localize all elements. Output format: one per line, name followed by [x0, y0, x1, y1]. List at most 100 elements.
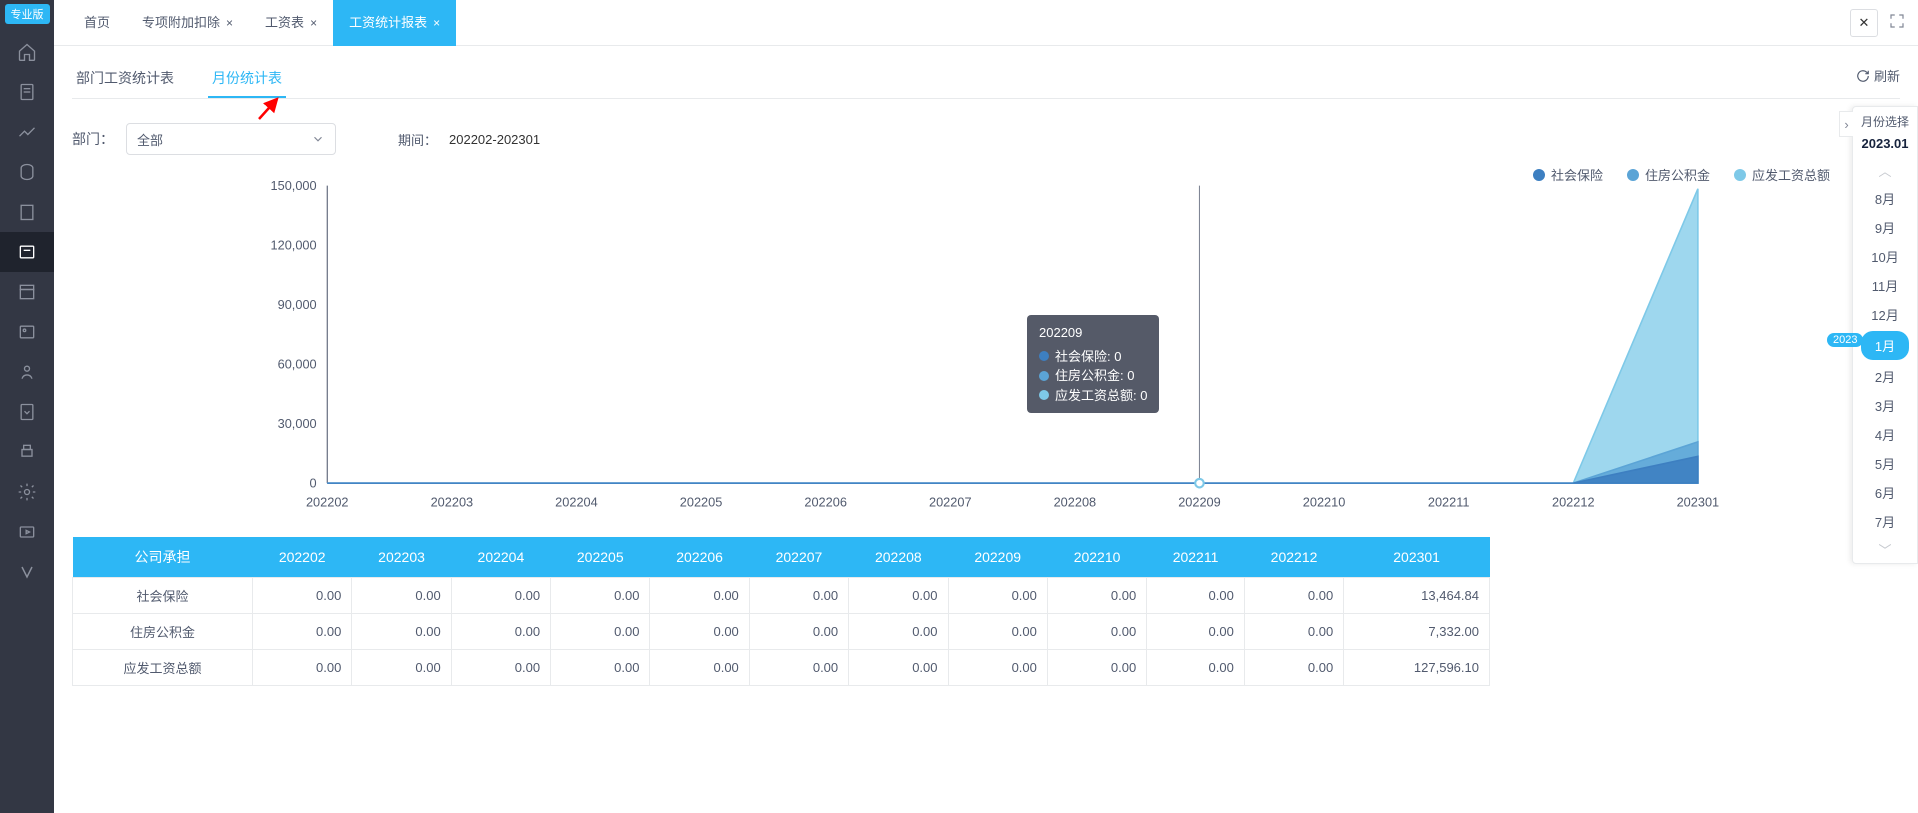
tab-salary-sheet[interactable]: 工资表× — [249, 0, 333, 46]
left-nav-sidebar: 专业版 — [0, 0, 54, 813]
table-cell: 0.00 — [1147, 614, 1245, 650]
tab-label: 工资统计报表 — [349, 0, 427, 46]
table-cell: 0.00 — [948, 578, 1047, 614]
scroll-down-icon[interactable]: ﹀ — [1853, 536, 1917, 563]
table-cell: 0.00 — [551, 650, 650, 686]
close-page-button[interactable]: ✕ — [1850, 9, 1878, 37]
tab-salary-report[interactable]: 工资统计报表× — [333, 0, 456, 46]
table-cell: 7,332.00 — [1344, 614, 1490, 650]
month-item[interactable]: 8月 — [1853, 184, 1917, 213]
table-row: 住房公积金0.000.000.000.000.000.000.000.000.0… — [73, 614, 1490, 650]
table-header: 202207 — [749, 537, 848, 578]
nav-v[interactable] — [0, 552, 54, 592]
month-item[interactable]: 20231月 — [1861, 331, 1909, 360]
dot-icon — [1039, 371, 1049, 381]
nav-image[interactable] — [0, 312, 54, 352]
refresh-icon — [1856, 69, 1870, 83]
nav-transfer[interactable] — [0, 392, 54, 432]
table-header: 202209 — [948, 537, 1047, 578]
month-panel-year: 2023.01 — [1853, 136, 1917, 157]
table-header: 202210 — [1047, 537, 1146, 578]
dept-value: 全部 — [137, 130, 163, 149]
svg-text:202212: 202212 — [1552, 495, 1595, 510]
month-item[interactable]: 12月 — [1853, 300, 1917, 329]
tab-deduction[interactable]: 专项附加扣除× — [126, 0, 249, 46]
svg-text:202301: 202301 — [1677, 495, 1720, 510]
nav-home[interactable] — [0, 32, 54, 72]
legend-item[interactable]: 应发工资总额 — [1734, 165, 1830, 184]
scroll-up-icon[interactable]: ︿ — [1853, 157, 1917, 184]
nav-video[interactable] — [0, 512, 54, 552]
nav-print[interactable] — [0, 432, 54, 472]
table-cell: 0.00 — [352, 578, 451, 614]
period-value: 202202-202301 — [449, 132, 540, 147]
table-cell: 0.00 — [352, 650, 451, 686]
area-chart[interactable]: 030,00060,00090,000120,000150,0002022022… — [72, 175, 1900, 515]
month-item[interactable]: 3月 — [1853, 391, 1917, 420]
dot-icon — [1039, 390, 1049, 400]
month-item[interactable]: 4月 — [1853, 420, 1917, 449]
svg-text:202211: 202211 — [1428, 495, 1470, 510]
svg-text:202205: 202205 — [680, 495, 723, 510]
table-cell: 0.00 — [1047, 614, 1146, 650]
table-cell: 127,596.10 — [1344, 650, 1490, 686]
table-cell: 0.00 — [1147, 578, 1245, 614]
legend-dot-icon — [1627, 169, 1639, 181]
table-cell: 0.00 — [849, 650, 948, 686]
close-icon[interactable]: × — [433, 0, 440, 46]
month-item[interactable]: 11月 — [1853, 271, 1917, 300]
tooltip-row-label: 社会保险: 0 — [1055, 347, 1121, 367]
collapse-icon[interactable]: › — [1839, 111, 1853, 137]
tab-home[interactable]: 首页 — [68, 0, 126, 46]
svg-text:60,000: 60,000 — [278, 356, 317, 371]
nav-finance[interactable] — [0, 152, 54, 192]
table-cell: 0.00 — [451, 578, 550, 614]
close-icon[interactable]: × — [310, 0, 317, 46]
month-panel-title: 月份选择 — [1853, 107, 1917, 136]
table-header: 公司承担 — [73, 537, 253, 578]
month-item[interactable]: 5月 — [1853, 449, 1917, 478]
table-header: 202202 — [253, 537, 352, 578]
row-label: 住房公积金 — [73, 614, 253, 650]
legend-dot-icon — [1533, 169, 1545, 181]
legend-label: 社会保险 — [1551, 165, 1603, 184]
nav-settings[interactable] — [0, 472, 54, 512]
table-row: 应发工资总额0.000.000.000.000.000.000.000.000.… — [73, 650, 1490, 686]
month-item[interactable]: 7月 — [1853, 507, 1917, 536]
dept-select[interactable]: 全部 — [126, 123, 336, 155]
table-cell: 0.00 — [650, 578, 749, 614]
svg-text:120,000: 120,000 — [271, 237, 317, 252]
chevron-down-icon — [311, 132, 325, 146]
nav-building[interactable] — [0, 192, 54, 232]
sub-tab-dept[interactable]: 部门工资统计表 — [72, 60, 178, 98]
legend-item[interactable]: 社会保险 — [1533, 165, 1603, 184]
sub-tab-month[interactable]: 月份统计表 — [208, 60, 286, 98]
nav-salary[interactable] — [0, 232, 54, 272]
dept-label: 部门： — [72, 129, 114, 149]
table-cell: 0.00 — [253, 650, 352, 686]
month-item[interactable]: 2月 — [1853, 362, 1917, 391]
table-cell: 0.00 — [352, 614, 451, 650]
nav-doc[interactable] — [0, 72, 54, 112]
table-cell: 0.00 — [749, 650, 848, 686]
table-cell: 0.00 — [1244, 578, 1343, 614]
table-cell: 0.00 — [451, 614, 550, 650]
nav-analytics[interactable] — [0, 112, 54, 152]
fullscreen-icon[interactable] — [1888, 12, 1906, 33]
nav-report[interactable] — [0, 352, 54, 392]
close-icon[interactable]: × — [226, 0, 233, 46]
legend-item[interactable]: 住房公积金 — [1627, 165, 1710, 184]
table-cell: 0.00 — [948, 650, 1047, 686]
table-header: 202205 — [551, 537, 650, 578]
table-cell: 0.00 — [749, 578, 848, 614]
table-cell: 0.00 — [749, 614, 848, 650]
nav-archive[interactable] — [0, 272, 54, 312]
chart-area: 社会保险 住房公积金 应发工资总额 030,00060,00090,000120… — [72, 175, 1900, 525]
tab-label: 首页 — [84, 0, 110, 46]
month-item[interactable]: 6月 — [1853, 478, 1917, 507]
refresh-button[interactable]: 刷新 — [1856, 66, 1900, 85]
month-item[interactable]: 10月 — [1853, 242, 1917, 271]
svg-text:202209: 202209 — [1178, 495, 1221, 510]
month-item[interactable]: 9月 — [1853, 213, 1917, 242]
table-header: 202301 — [1344, 537, 1490, 578]
